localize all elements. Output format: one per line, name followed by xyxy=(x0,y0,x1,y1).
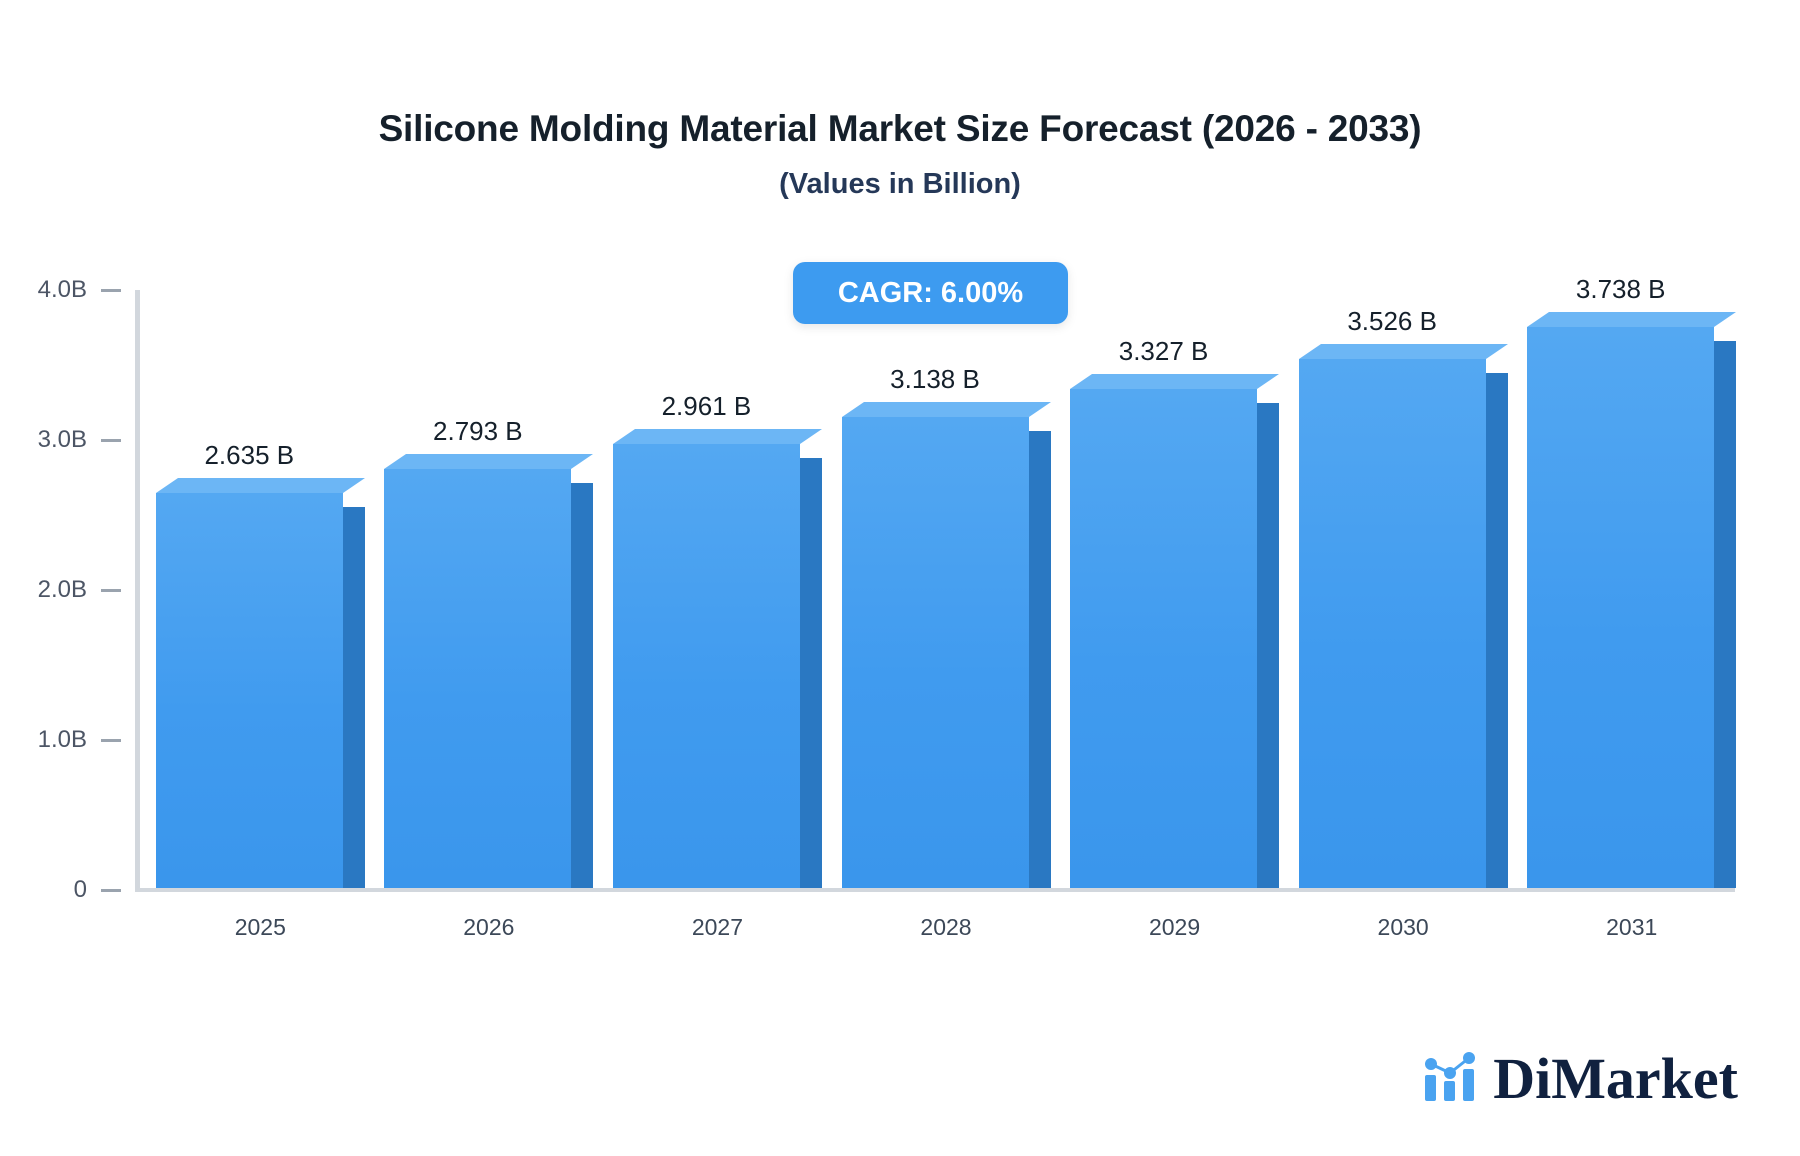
bar-front-face xyxy=(1070,388,1258,888)
x-axis-line xyxy=(135,888,1735,892)
y-tick: 0 xyxy=(7,876,135,904)
bar[interactable]: 2.635 B xyxy=(155,440,365,888)
bar[interactable]: 2.793 B xyxy=(384,416,594,888)
x-tick-label: 2030 xyxy=(1377,914,1429,940)
bar-front-face xyxy=(1298,359,1486,888)
x-tick-label: 2025 xyxy=(234,914,286,940)
bar-side-face xyxy=(799,457,822,888)
y-tick-label: 1.0B xyxy=(37,726,87,753)
bar[interactable]: 3.138 B xyxy=(841,364,1051,888)
bar-front-face xyxy=(384,469,572,888)
bar-side-face xyxy=(1257,402,1280,888)
bar-value-label: 3.327 B xyxy=(1118,335,1209,366)
x-tick-label: 2031 xyxy=(1606,914,1658,940)
bar-value-label: 3.526 B xyxy=(1347,306,1437,337)
bar-side-face xyxy=(1028,431,1051,888)
y-tick: 1.0B xyxy=(7,726,135,754)
y-tick-label: 4.0B xyxy=(37,276,87,303)
dimarket-logo: DiMarket xyxy=(1423,1050,1738,1108)
y-tick-mark xyxy=(101,888,121,892)
bar-top-face xyxy=(384,454,594,470)
bar-value-label: 3.138 B xyxy=(890,364,980,395)
bar-top-face xyxy=(1298,344,1508,360)
y-tick-label: 0 xyxy=(73,876,87,903)
bar-top-face xyxy=(1527,312,1737,328)
bar-value-label: 2.635 B xyxy=(204,439,295,470)
bar-front-face xyxy=(1527,327,1715,888)
logo-wordmark: DiMarket xyxy=(1493,1046,1738,1111)
x-tick-label: 2028 xyxy=(920,914,972,940)
bar-value-label: 2.961 B xyxy=(661,390,752,421)
bar-chart-logo-icon xyxy=(1423,1051,1479,1108)
y-tick: 2.0B xyxy=(7,576,135,604)
y-tick-label: 2.0B xyxy=(37,576,87,603)
y-tick-mark xyxy=(101,738,121,742)
bar-top-face xyxy=(155,477,365,493)
x-tick-label: 2026 xyxy=(463,914,515,940)
y-tick: 3.0B xyxy=(7,426,135,454)
x-tick-label: 2029 xyxy=(1148,914,1201,940)
plot-area: 0 1.0B 2.0B 3.0B 4.0B 2.635 B 2.793 B 2.961 B 3… xyxy=(38,274,1737,940)
bar-top-face xyxy=(612,428,822,444)
bar[interactable]: 3.327 B xyxy=(1070,336,1280,888)
bar-front-face xyxy=(155,492,343,888)
chart-title: Silicone Molding Material Market Size Fo… xyxy=(378,108,1422,149)
cagr-badge: CAGR: 6.00% xyxy=(793,262,1068,324)
y-tick-mark xyxy=(101,288,121,292)
x-tick-label: 2027 xyxy=(691,914,744,940)
bar-side-face xyxy=(342,506,365,888)
y-tick-mark xyxy=(101,438,121,442)
bar[interactable]: 2.961 B xyxy=(612,391,822,888)
bar[interactable]: 3.526 B xyxy=(1298,306,1508,888)
y-tick: 4.0B xyxy=(7,276,135,304)
bar-top-face xyxy=(1070,373,1280,389)
bar-front-face xyxy=(841,417,1029,888)
y-axis-line xyxy=(135,290,140,890)
y-tick-mark xyxy=(101,588,121,592)
bar-front-face xyxy=(612,443,800,888)
bar-side-face xyxy=(1485,373,1508,888)
bar-side-face xyxy=(1714,341,1737,888)
bar[interactable]: 3.738 B xyxy=(1527,274,1737,888)
bar-value-label: 2.793 B xyxy=(433,416,523,447)
y-tick-label: 3.0B xyxy=(37,426,87,453)
chart-subtitle: (Values in Billion) xyxy=(779,168,1021,200)
bar-value-label: 3.738 B xyxy=(1575,274,1666,305)
bar-side-face xyxy=(571,483,594,888)
bar-top-face xyxy=(841,402,1051,418)
